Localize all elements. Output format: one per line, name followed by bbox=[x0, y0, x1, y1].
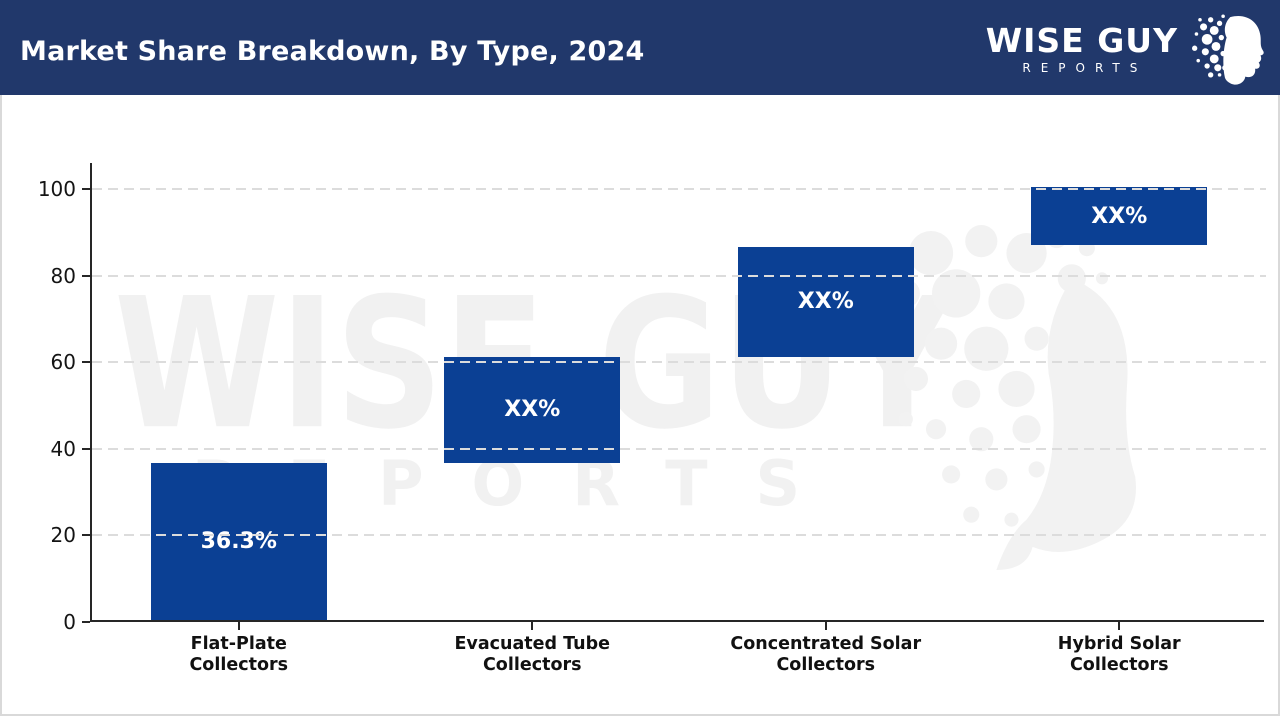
gridline bbox=[92, 274, 1266, 277]
brand-head-icon bbox=[1192, 13, 1264, 85]
category-label: Hybrid Solar Collectors bbox=[973, 634, 1267, 676]
category-label-line: Collectors bbox=[189, 655, 289, 675]
category-label-line: Collectors bbox=[482, 655, 582, 675]
y-tick-label: 40 bbox=[50, 436, 76, 461]
chart-title: Market Share Breakdown, By Type, 2024 bbox=[20, 36, 645, 67]
bar-segment: 36.3% bbox=[150, 462, 327, 620]
plot-area: 36.3% XX% XX% XX% 0 20 40 60 80 100 Flat-Plate Coll… bbox=[38, 163, 1266, 675]
y-tick-mark bbox=[82, 187, 90, 190]
bar-segment: XX% bbox=[444, 356, 621, 463]
gridline bbox=[92, 534, 1266, 537]
brand-logo: WISE GUY REPORTS bbox=[986, 6, 1264, 90]
gridline bbox=[92, 447, 1266, 450]
bar-segment: XX% bbox=[737, 246, 914, 357]
category-label-line: Flat-Plate bbox=[190, 634, 287, 654]
y-tick-mark bbox=[82, 447, 90, 450]
category-label: Evacuated Tube Collectors bbox=[386, 634, 680, 676]
bar-value-label: XX% bbox=[504, 397, 561, 423]
y-tick-label: 100 bbox=[37, 176, 76, 201]
chart-canvas: WISE GUY REPORTS 36.3% XX% XX% XX% bbox=[0, 95, 1280, 716]
y-tick-label: 60 bbox=[50, 350, 76, 375]
x-tick-mark bbox=[824, 622, 827, 630]
category-label: Flat-Plate Collectors bbox=[92, 634, 386, 676]
category-label-line: Collectors bbox=[1069, 655, 1169, 675]
category-label: Concentrated Solar Collectors bbox=[679, 634, 973, 676]
gridline bbox=[92, 187, 1266, 190]
y-tick-mark bbox=[82, 274, 90, 277]
category-label-line: Evacuated Tube bbox=[454, 634, 611, 654]
y-tick-mark bbox=[82, 621, 90, 623]
brand-tagline: REPORTS bbox=[1022, 61, 1148, 75]
header: Market Share Breakdown, By Type, 2024 WI… bbox=[0, 0, 1280, 95]
bar-value-label: XX% bbox=[1091, 203, 1148, 229]
category-label-line: Hybrid Solar bbox=[1057, 634, 1181, 654]
bar-segment: XX% bbox=[1031, 187, 1208, 246]
gridline bbox=[92, 361, 1266, 364]
y-tick-label: 80 bbox=[50, 263, 76, 288]
y-tick-mark bbox=[82, 361, 90, 364]
category-label-line: Collectors bbox=[776, 655, 876, 675]
x-tick-mark bbox=[531, 622, 534, 630]
bar-value-label: 36.3% bbox=[200, 528, 277, 554]
category-label-line: Concentrated Solar bbox=[730, 634, 922, 654]
y-tick-label: 20 bbox=[50, 523, 76, 548]
x-tick-mark bbox=[237, 622, 240, 630]
y-tick-label: 0 bbox=[63, 610, 76, 634]
bar-value-label: XX% bbox=[797, 289, 854, 315]
y-tick-mark bbox=[82, 534, 90, 537]
x-tick-mark bbox=[1118, 622, 1121, 630]
brand-logo-text: WISE GUY REPORTS bbox=[985, 21, 1178, 76]
brand-name: WISE GUY bbox=[985, 21, 1178, 60]
